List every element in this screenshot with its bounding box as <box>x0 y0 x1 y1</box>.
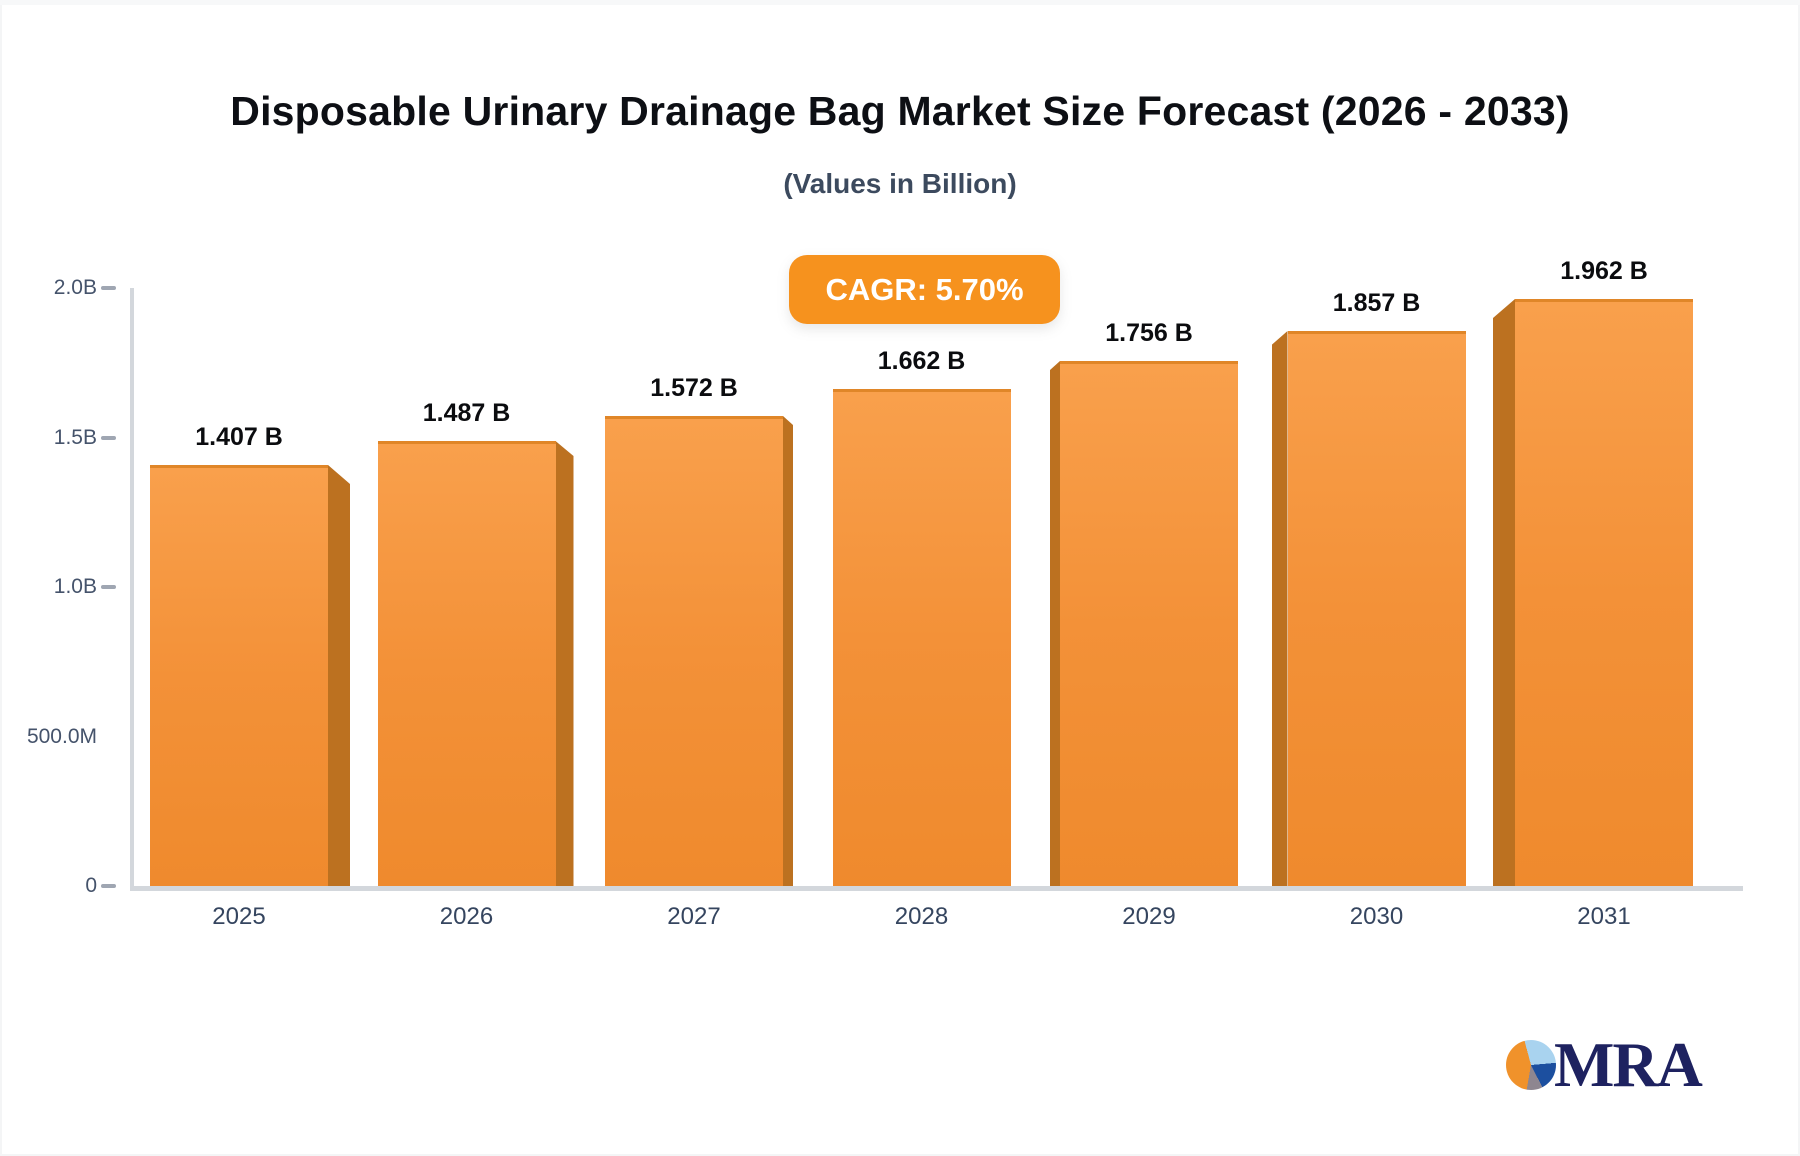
bar-value-label: 1.756 B <box>1105 319 1193 347</box>
y-axis-line <box>130 288 134 891</box>
x-axis-line <box>130 886 1743 891</box>
bar <box>832 389 1011 886</box>
chart-title: Disposable Urinary Drainage Bag Market S… <box>230 88 1570 134</box>
bar-side-face <box>783 416 793 886</box>
bar-value-label: 1.487 B <box>422 399 511 427</box>
chart-subtitle: (Values in Billion) <box>783 168 1017 199</box>
bar-side-face <box>1050 361 1060 886</box>
y-axis-label: 2.0B <box>53 276 97 299</box>
y-axis-tick <box>101 435 116 440</box>
bar-side-face <box>555 441 574 886</box>
bar <box>1515 299 1693 886</box>
x-axis-label: 2027 <box>667 903 721 930</box>
bar-value-label: 1.407 B <box>195 423 283 451</box>
bar-value-label: 1.962 B <box>1560 257 1648 285</box>
x-axis-label: 2029 <box>1122 903 1176 930</box>
bar <box>605 416 783 886</box>
bar-value-label: 1.662 B <box>877 347 966 375</box>
bar <box>377 441 556 886</box>
bar-side-face <box>1271 331 1288 886</box>
y-axis-tick <box>101 585 116 589</box>
page-edge <box>0 0 1800 5</box>
bar-value-label: 1.572 B <box>650 374 738 402</box>
y-axis-tick <box>101 286 116 290</box>
x-axis-label: 2025 <box>212 903 266 930</box>
bar-value-label: 1.857 B <box>1332 289 1421 317</box>
bar <box>1060 361 1238 886</box>
bar-side-face <box>328 465 350 886</box>
logo-text: MRA <box>1554 1029 1703 1100</box>
y-axis-label: 1.5B <box>53 425 97 449</box>
y-axis-label: 1.0B <box>53 575 97 598</box>
y-axis-tick <box>101 884 116 888</box>
y-axis-label: 500.0M <box>26 724 97 748</box>
y-axis-label: 0 <box>85 874 97 897</box>
cagr-badge: CAGR: 5.70% <box>789 255 1060 324</box>
bar-side-face <box>1493 299 1515 886</box>
bar <box>150 465 328 886</box>
mra-logo: MRA <box>1506 1029 1703 1100</box>
x-axis-label: 2030 <box>1349 903 1404 930</box>
x-axis-label: 2028 <box>894 903 949 930</box>
bar <box>1287 331 1466 886</box>
x-axis-label: 2031 <box>1577 903 1631 930</box>
x-axis-label: 2026 <box>439 903 494 930</box>
pie-chart-logo-icon <box>1506 1040 1556 1090</box>
